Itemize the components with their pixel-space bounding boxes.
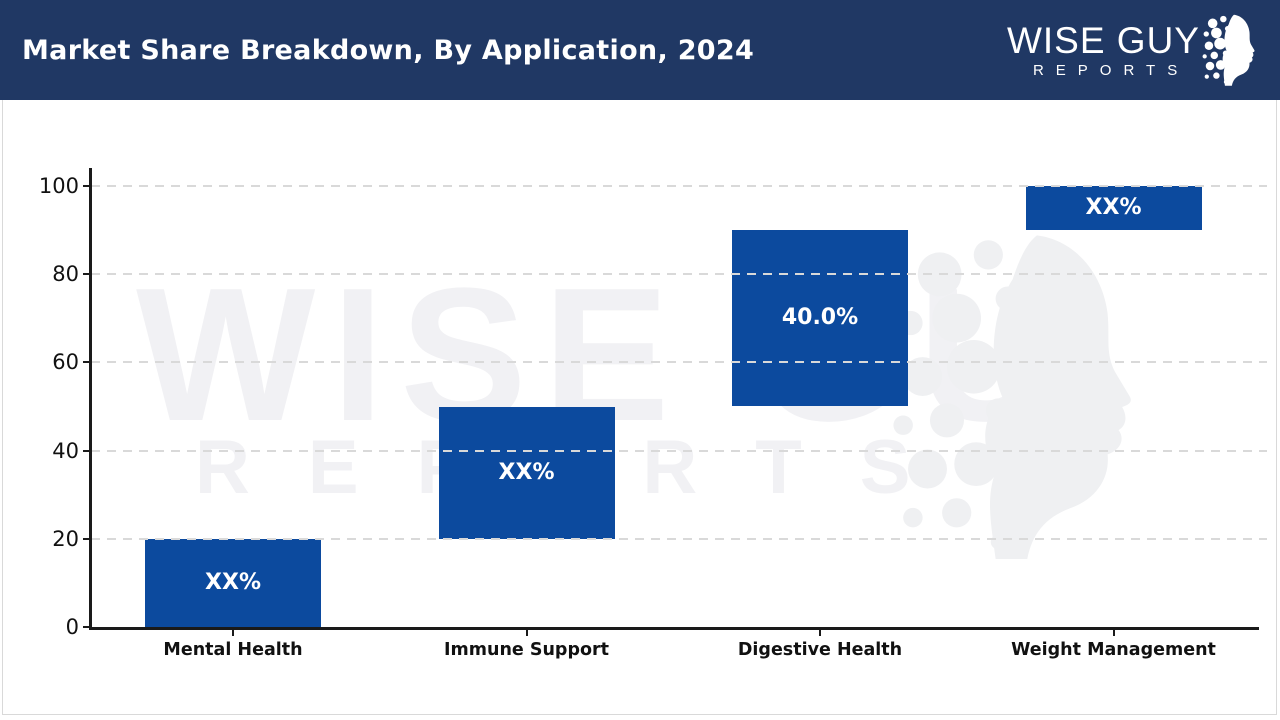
- y-axis-tick: [83, 361, 91, 364]
- watermark-head-icon: [893, 235, 1131, 560]
- gridline-100: [91, 185, 1267, 187]
- gridline-40: [91, 449, 1267, 452]
- x-category-label-3: Digestive Health: [737, 640, 903, 660]
- bar-weight-management: [1025, 186, 1202, 231]
- header-bar: Market Share Breakdown, By Application, …: [0, 0, 1280, 100]
- plot-area: XX% XX% 40.0% XX% 0 20 40 60 80 100 Mental Health I…: [3, 100, 1276, 714]
- x-category-label-4: Weight Management: [1011, 640, 1216, 660]
- y-axis-tick: [83, 273, 91, 276]
- bar-value-label: XX%: [205, 569, 261, 595]
- wise-guy-logo: WISE GUY REPORTS: [1007, 6, 1266, 94]
- bar-value-label: 40.0%: [781, 305, 859, 331]
- chart-card: WISE GU REPORTS XX%XX%40.0%XX%0204060801…: [2, 100, 1277, 715]
- logo-head-icon: [1202, 14, 1255, 86]
- x-axis-tick: [525, 627, 528, 636]
- bar-digestive-health: [732, 230, 908, 407]
- y-tick-label: 40: [52, 438, 79, 463]
- logo-wordmark: WISE GUY: [1006, 20, 1200, 61]
- gridline-60: [91, 361, 1267, 364]
- y-tick-label: 20: [52, 526, 79, 551]
- logo-text: WISE GUY REPORTS: [1007, 22, 1200, 78]
- page-title: Market Share Breakdown, By Application, …: [22, 34, 755, 66]
- logo-subtext: REPORTS: [1032, 62, 1190, 79]
- y-tick-label: 100: [38, 174, 79, 198]
- y-tick-label: 60: [52, 350, 79, 375]
- y-axis-line: [89, 168, 92, 629]
- x-category-label-2: Immune Support: [444, 640, 609, 660]
- x-axis-tick: [232, 627, 234, 636]
- y-axis-tick: [83, 537, 91, 540]
- x-category-label-1: Mental Health: [163, 640, 303, 660]
- y-axis-tick: [83, 626, 91, 628]
- y-tick-label: 80: [52, 262, 79, 287]
- bar-value-label: XX%: [498, 459, 555, 485]
- x-axis-tick: [1112, 627, 1115, 636]
- bar-mental-health: [145, 538, 321, 627]
- y-axis-tick: [83, 449, 91, 452]
- x-axis-tick: [819, 627, 821, 636]
- gridline-20: [91, 537, 1267, 540]
- bar-value-label: XX%: [1085, 195, 1142, 221]
- y-tick-label: 0: [65, 615, 79, 639]
- bar-immune-support: [438, 406, 615, 539]
- x-axis-line: [89, 627, 1259, 630]
- gridline-80: [91, 273, 1267, 276]
- y-axis-tick: [83, 185, 91, 187]
